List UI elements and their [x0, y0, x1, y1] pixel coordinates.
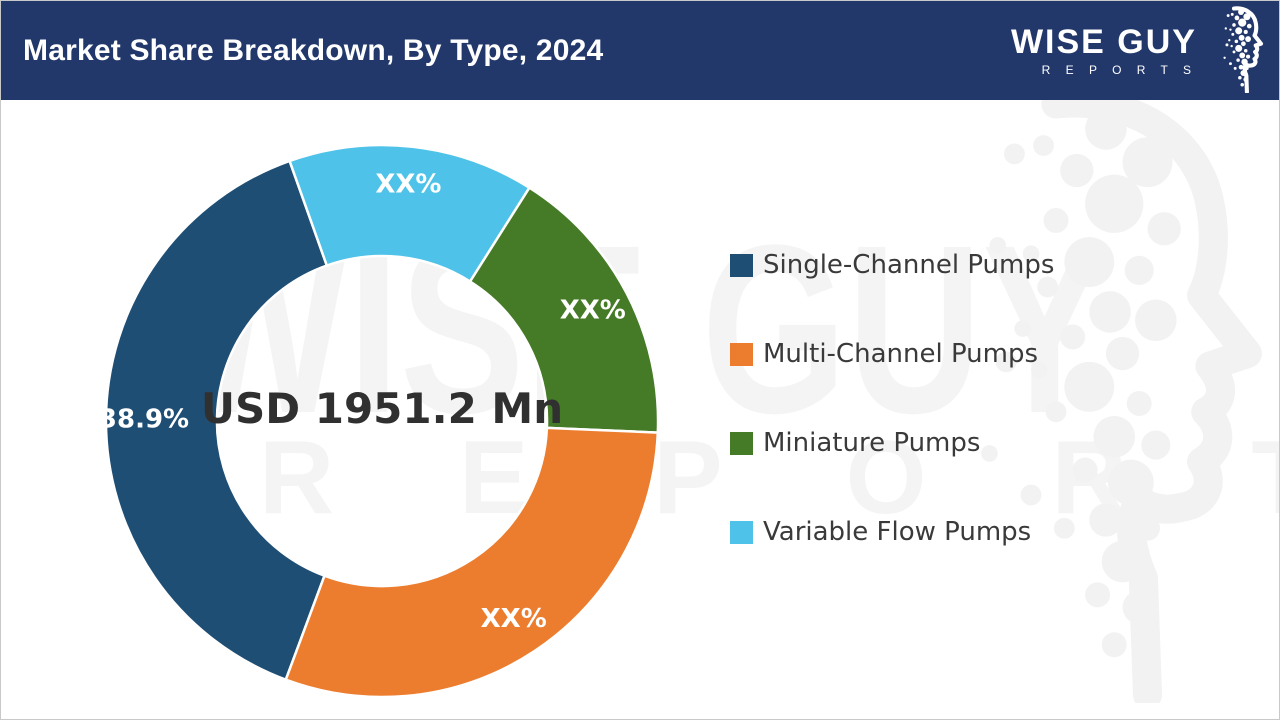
legend-swatch-single-channel [730, 253, 753, 277]
donut-segment: Multi-Channel Pumps [284, 426, 660, 699]
chart-center-value: USD 1951.2 Mn [200, 384, 564, 433]
brand-subtitle: R E P O R T S [1041, 62, 1197, 77]
legend-swatch-multi-channel [730, 342, 753, 366]
legend-label-single-channel: Single-Channel Pumps [763, 250, 1055, 280]
segment-data-label: XX% [375, 170, 441, 200]
brand-logo-text: WISE GUY R E P O R T S [1011, 25, 1197, 77]
segment-data-label: XX% [481, 604, 547, 634]
donut-segment: Variable Flow Pumps [288, 143, 531, 283]
legend-label-multi-channel: Multi-Channel Pumps [763, 339, 1039, 369]
legend-label-miniature: Miniature Pumps [763, 428, 981, 458]
segment-data-label: 38.9% [99, 404, 189, 434]
legend-swatch-variable-flow [730, 520, 753, 544]
legend-swatch-miniature [730, 431, 753, 455]
legend-item: Multi-Channel Pumps [730, 339, 1054, 369]
page-title: Market Share Breakdown, By Type, 2024 [23, 33, 604, 67]
brand-head-icon [1203, 5, 1265, 97]
chart-legend: Single-Channel Pumps Multi-Channel Pumps… [730, 250, 1055, 608]
legend-item: Variable Flow Pumps [730, 517, 1054, 547]
brand-logo: WISE GUY R E P O R T S [1011, 5, 1265, 97]
segment-data-label: XX% [560, 296, 626, 326]
legend-item: Single-Channel Pumps [730, 250, 1055, 280]
brand-name: WISE GUY [1010, 22, 1197, 61]
legend-label-variable-flow: Variable Flow Pumps [763, 517, 1032, 547]
donut-segment: Single-Channel Pumps [104, 159, 329, 681]
legend-item: Miniature Pumps [730, 428, 1054, 458]
header-bar: Market Share Breakdown, By Type, 2024 WI… [1, 1, 1279, 100]
